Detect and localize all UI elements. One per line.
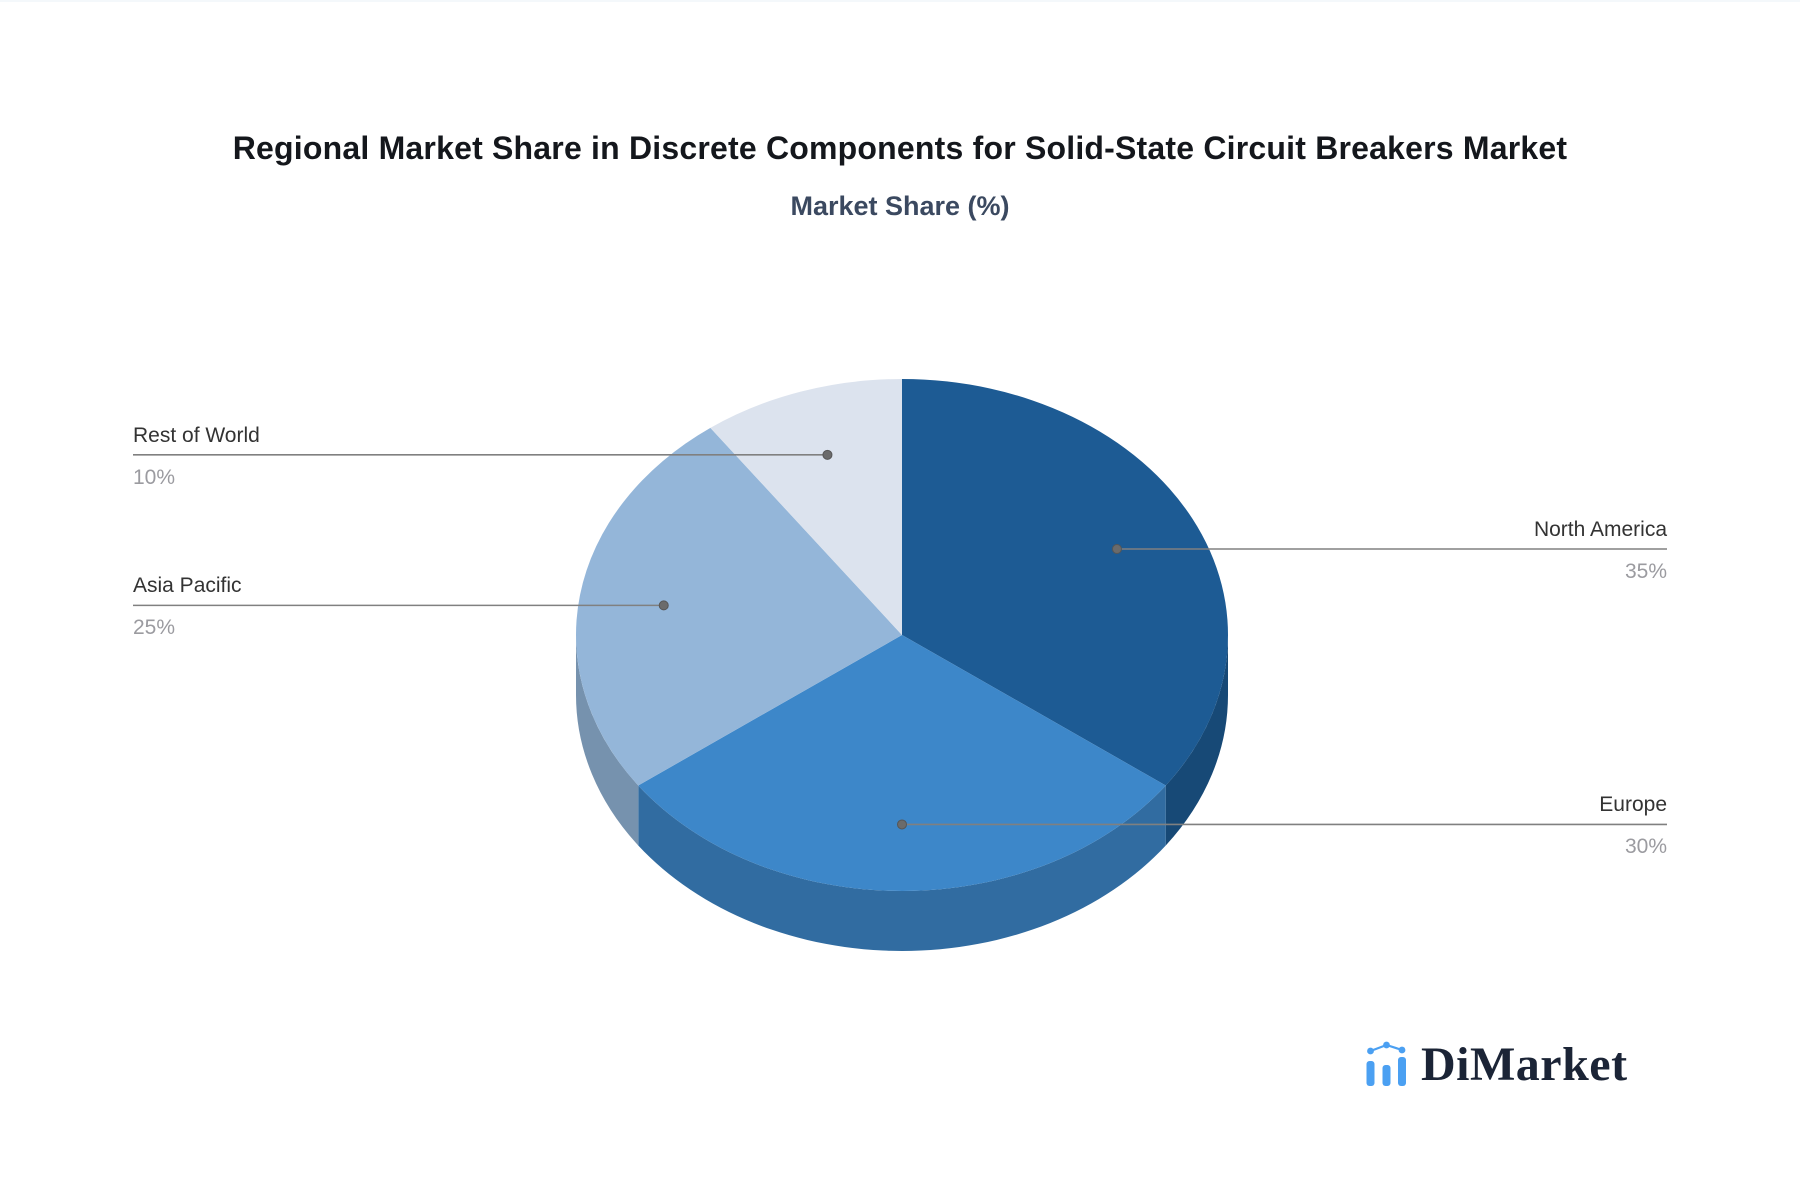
pie-side-north-america <box>1165 635 1228 846</box>
slice-percent: 30% <box>1624 835 1667 859</box>
pie-slice-north-america[interactable] <box>902 379 1228 786</box>
slice-label: Asia Pacific <box>133 574 242 598</box>
slice-label: Rest of World <box>133 423 260 447</box>
leader-dot-rest-of-world <box>822 449 833 460</box>
pie-slice-europe[interactable] <box>638 635 1166 891</box>
dimarket-logo: DiMarket <box>1362 1040 1628 1090</box>
leader-dot-north-america <box>1111 543 1122 554</box>
slice-percent: 10% <box>133 465 176 489</box>
slice-percent: 35% <box>1624 559 1667 583</box>
leader-dot-europe <box>897 819 907 830</box>
dimarket-logo-icon <box>1366 1041 1406 1086</box>
pie-side-asia-pacific <box>576 635 639 846</box>
dimarket-logo-text: DiMarket <box>1421 1038 1628 1091</box>
pie-slice-asia-pacific[interactable] <box>576 427 902 786</box>
slice-percent: 25% <box>133 616 176 640</box>
pie-side-europe <box>638 785 1166 951</box>
chart-title: Regional Market Share in Discrete Compon… <box>232 130 1568 166</box>
slice-label: North America <box>1533 517 1667 541</box>
chart-subtitle: Market Share (%) <box>790 191 1010 221</box>
pie-slice-rest-of-world[interactable] <box>710 379 902 635</box>
slice-label: Europe <box>1599 793 1667 817</box>
leader-dot-asia-pacific <box>658 600 669 611</box>
